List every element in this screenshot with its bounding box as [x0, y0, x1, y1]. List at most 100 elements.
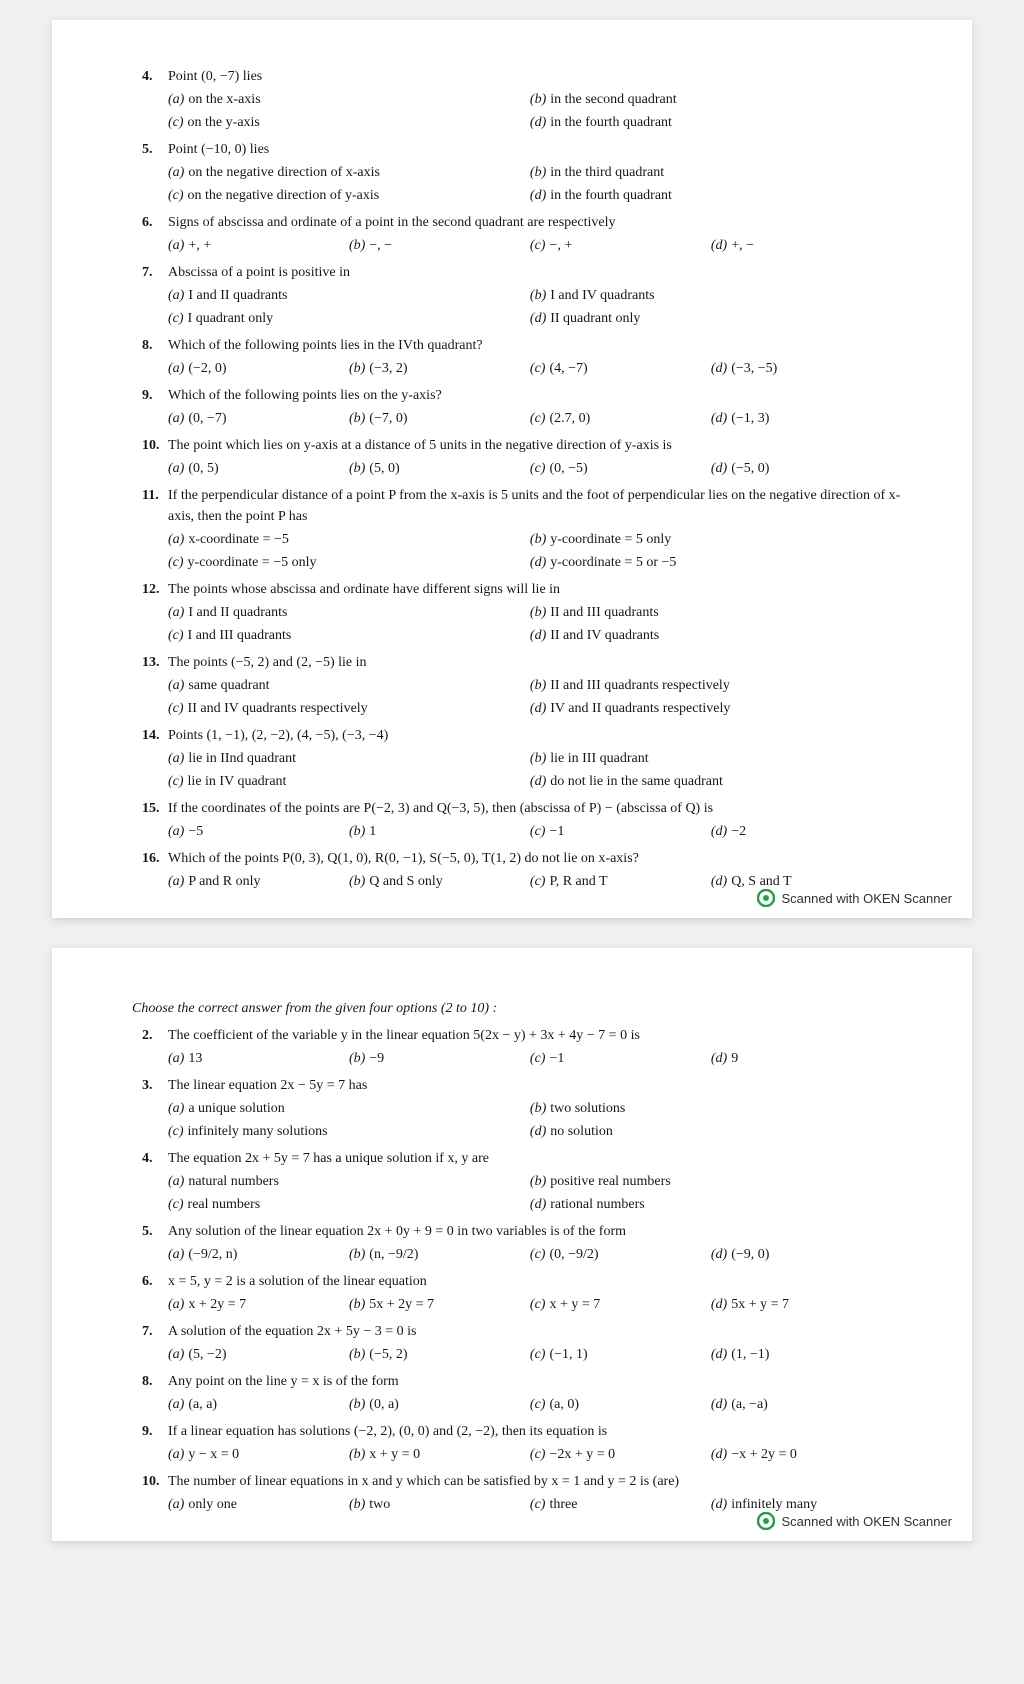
- option-text: II and IV quadrants: [550, 625, 659, 646]
- option: (b)(n, −9/2): [349, 1244, 530, 1265]
- option: (a)13: [168, 1048, 349, 1069]
- option-label: (c): [168, 1121, 184, 1142]
- option-label: (d): [711, 1048, 727, 1069]
- question-text: The number of linear equations in x and …: [168, 1471, 922, 1492]
- option-text: 5x + y = 7: [731, 1294, 789, 1315]
- option-text: in the third quadrant: [550, 162, 664, 183]
- option-text: I quadrant only: [188, 308, 274, 329]
- option: (a)(−2, 0): [168, 358, 349, 379]
- option-text: (5, −2): [188, 1344, 226, 1365]
- option-label: (c): [530, 458, 546, 479]
- question: 2.The coefficient of the variable y in t…: [142, 1025, 922, 1069]
- option-text: 9: [731, 1048, 738, 1069]
- question: 14.Points (1, −1), (2, −2), (4, −5), (−3…: [142, 725, 922, 792]
- option-label: (b): [530, 602, 546, 623]
- option: (c)(0, −9/2): [530, 1244, 711, 1265]
- question-stem: 13.The points (−5, 2) and (2, −5) lie in: [142, 652, 922, 673]
- option-text: −, +: [549, 235, 572, 256]
- question: 4.Point (0, −7) lies(a)on the x-axis(b)i…: [142, 66, 922, 133]
- option-label: (a): [168, 1294, 184, 1315]
- option-text: −2x + y = 0: [549, 1444, 615, 1465]
- option-label: (d): [711, 1494, 727, 1515]
- options: (a)13(b)−9(c)−1(d)9: [168, 1046, 922, 1069]
- option-text: P and R only: [188, 871, 260, 892]
- options: (a)(0, 5)(b)(5, 0)(c)(0, −5)(d)(−5, 0): [168, 456, 922, 479]
- question: 5.Any solution of the linear equation 2x…: [142, 1221, 922, 1265]
- question-stem: 8.Any point on the line y = x is of the …: [142, 1371, 922, 1392]
- option: (c)(0, −5): [530, 458, 711, 479]
- option-label: (d): [530, 625, 546, 646]
- option-label: (c): [530, 1244, 546, 1265]
- option-text: x + y = 0: [369, 1444, 420, 1465]
- option: (a)x + 2y = 7: [168, 1294, 349, 1315]
- option-label: (c): [168, 552, 184, 573]
- option-label: (b): [349, 1394, 365, 1415]
- option: (a)x-coordinate = −5: [168, 529, 530, 550]
- scanner-badge-text: Scanned with OKEN Scanner: [781, 1512, 952, 1532]
- option-text: P, R and T: [549, 871, 607, 892]
- option-label: (b): [530, 748, 546, 769]
- option-label: (b): [530, 675, 546, 696]
- option: (b)1: [349, 821, 530, 842]
- questions-block: 4.Point (0, −7) lies(a)on the x-axis(b)i…: [102, 66, 922, 892]
- scanner-icon: [757, 1512, 775, 1530]
- option-label: (d): [711, 458, 727, 479]
- option-text: natural numbers: [188, 1171, 279, 1192]
- question-stem: 16.Which of the points P(0, 3), Q(1, 0),…: [142, 848, 922, 869]
- option-text: (n, −9/2): [369, 1244, 418, 1265]
- option-text: −1: [549, 1048, 564, 1069]
- question-text: The linear equation 2x − 5y = 7 has: [168, 1075, 922, 1096]
- option-text: (2.7, 0): [549, 408, 590, 429]
- option-text: lie in IInd quadrant: [188, 748, 296, 769]
- option-text: (−5, 2): [369, 1344, 407, 1365]
- option-text: I and III quadrants: [188, 625, 292, 646]
- option: (b)y-coordinate = 5 only: [530, 529, 892, 550]
- option: (b)in the third quadrant: [530, 162, 892, 183]
- option-label: (a): [168, 871, 184, 892]
- question: 5.Point (−10, 0) lies(a)on the negative …: [142, 139, 922, 206]
- option-label: (b): [349, 1294, 365, 1315]
- option-text: 1: [369, 821, 376, 842]
- option-label: (a): [168, 1444, 184, 1465]
- question: 6.Signs of abscissa and ordinate of a po…: [142, 212, 922, 256]
- option-label: (a): [168, 162, 184, 183]
- option-label: (d): [711, 871, 727, 892]
- option: (a)on the negative direction of x-axis: [168, 162, 530, 183]
- option: (b)Q and S only: [349, 871, 530, 892]
- question-text: The point which lies on y-axis at a dist…: [168, 435, 922, 456]
- question-stem: 14.Points (1, −1), (2, −2), (4, −5), (−3…: [142, 725, 922, 746]
- question-stem: 5.Any solution of the linear equation 2x…: [142, 1221, 922, 1242]
- option-label: (c): [530, 821, 546, 842]
- option-label: (a): [168, 285, 184, 306]
- option-label: (a): [168, 529, 184, 550]
- option-text: (a, 0): [549, 1394, 579, 1415]
- option-label: (d): [711, 235, 727, 256]
- options: (a)x + 2y = 7(b)5x + 2y = 7(c)x + y = 7(…: [168, 1292, 922, 1315]
- question-text: x = 5, y = 2 is a solution of the linear…: [168, 1271, 922, 1292]
- option: (a)(5, −2): [168, 1344, 349, 1365]
- option-text: y-coordinate = 5 or −5: [550, 552, 676, 573]
- question-number: 9.: [142, 1421, 168, 1442]
- option: (b)−9: [349, 1048, 530, 1069]
- option-text: lie in III quadrant: [550, 748, 648, 769]
- question-text: Which of the following points lies on th…: [168, 385, 922, 406]
- options: (a)(a, a)(b)(0, a)(c)(a, 0)(d)(a, −a): [168, 1392, 922, 1415]
- option: (a)I and II quadrants: [168, 285, 530, 306]
- option: (a)(−9/2, n): [168, 1244, 349, 1265]
- option: (c)(2.7, 0): [530, 408, 711, 429]
- question-number: 12.: [142, 579, 168, 600]
- option-text: (−3, 2): [369, 358, 407, 379]
- option-text: x-coordinate = −5: [188, 529, 289, 550]
- option-label: (c): [530, 358, 546, 379]
- option: (c)(4, −7): [530, 358, 711, 379]
- option-text: in the fourth quadrant: [550, 185, 672, 206]
- option-label: (b): [349, 1048, 365, 1069]
- option-text: real numbers: [188, 1194, 261, 1215]
- question: 10.The point which lies on y-axis at a d…: [142, 435, 922, 479]
- option-label: (b): [530, 1098, 546, 1119]
- option: (d)(−3, −5): [711, 358, 892, 379]
- option: (b)(5, 0): [349, 458, 530, 479]
- section-note: Choose the correct answer from the given…: [132, 998, 922, 1019]
- question-number: 4.: [142, 66, 168, 87]
- option: (b)two: [349, 1494, 530, 1515]
